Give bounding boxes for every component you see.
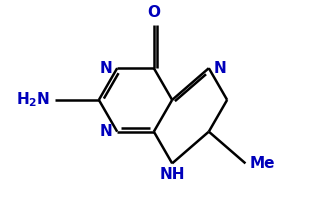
Text: N: N xyxy=(213,61,226,76)
Text: $\mathregular{H_2N}$: $\mathregular{H_2N}$ xyxy=(16,91,50,109)
Text: O: O xyxy=(147,5,160,20)
Text: Me: Me xyxy=(250,156,275,171)
Text: N: N xyxy=(100,61,113,76)
Text: NH: NH xyxy=(159,167,185,182)
Text: N: N xyxy=(100,124,113,139)
